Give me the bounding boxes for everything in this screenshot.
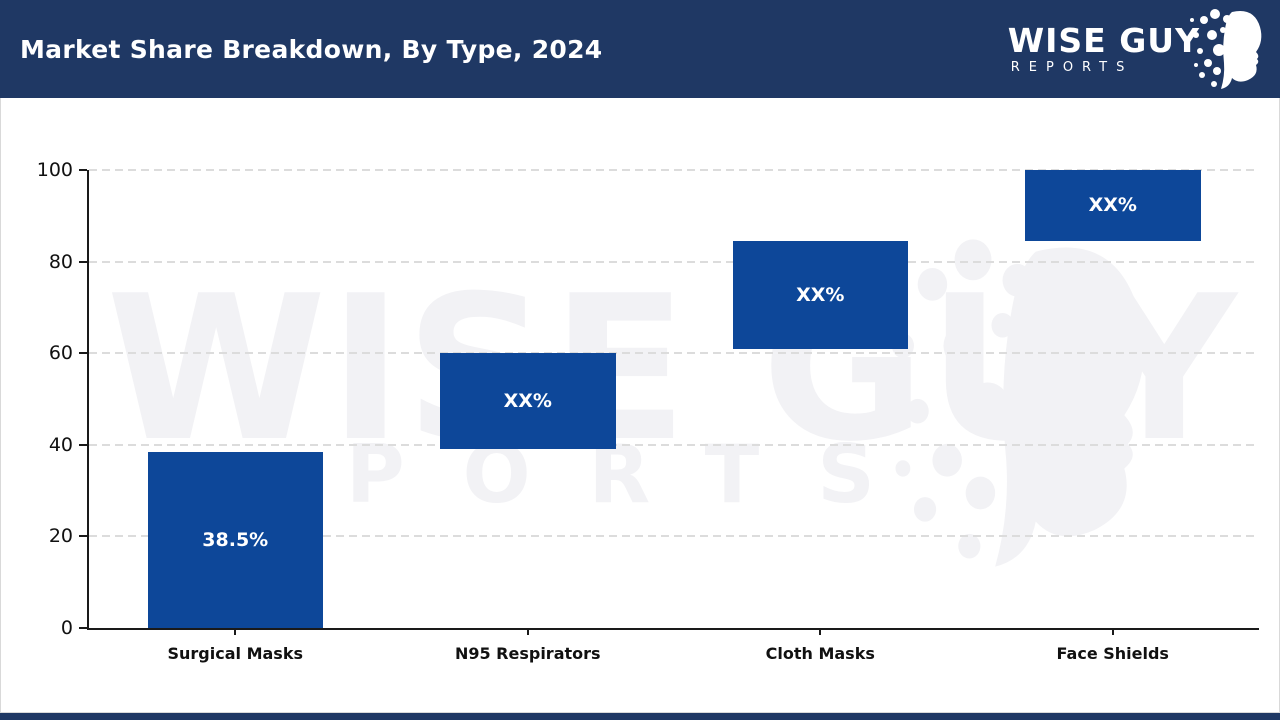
logo-wordmark: WISE GUY — [1007, 20, 1200, 60]
page-title: Market Share Breakdown, By Type, 2024 — [20, 34, 603, 64]
bar: XX% — [732, 240, 908, 349]
x-tick-label: Surgical Masks — [167, 644, 303, 663]
y-tick-label: 80 — [48, 250, 73, 273]
footer-divider — [0, 712, 1280, 713]
gridline — [89, 260, 1259, 263]
y-tick-label: 100 — [36, 159, 73, 181]
header: Market Share Breakdown, By Type, 2024 WI… — [0, 0, 1280, 98]
bar-value-label: XX% — [503, 390, 552, 413]
y-tick-label: 20 — [48, 525, 73, 548]
y-tick-mark — [79, 169, 87, 171]
y-tick-label: 0 — [60, 617, 73, 639]
y-tick-label: 40 — [48, 433, 73, 456]
bar-value-label: XX% — [1088, 194, 1137, 217]
y-tick-mark — [79, 443, 87, 446]
logo-subtitle: REPORTS — [1010, 59, 1134, 75]
x-axis-line — [87, 628, 1259, 630]
x-tick-mark — [234, 628, 237, 635]
plot: 0 20 40 60 80 100 38.5% Surgical Masks XX% N95 Re… — [37, 159, 1259, 663]
x-tick-label: Face Shields — [1056, 644, 1169, 663]
bar: 38.5% — [147, 451, 323, 628]
y-axis-line — [87, 170, 89, 630]
y-tick-mark — [79, 260, 87, 263]
y-tick-mark — [79, 535, 87, 538]
bar: XX% — [440, 353, 616, 450]
wiseguy-logo: WISE GUY REPORTS — [1008, 3, 1270, 95]
gridline — [89, 169, 1259, 171]
x-tick-label: Cloth Masks — [765, 644, 875, 663]
bar-value-label: 38.5% — [202, 528, 269, 551]
gridline — [89, 443, 1259, 446]
x-tick-mark — [1111, 628, 1114, 635]
x-tick-mark — [819, 628, 822, 635]
gridline — [89, 352, 1259, 355]
bar-value-label: XX% — [796, 283, 845, 306]
watermark-head-icon — [880, 239, 1145, 567]
y-tick-label: 60 — [48, 342, 73, 365]
bar: XX% — [1025, 170, 1201, 241]
chart-area: WISE GUY PORTS 0 20 40 60 80 100 38.5% Surgical… — [0, 98, 1280, 712]
footer-bar — [0, 713, 1280, 720]
logo-face-icon — [1190, 9, 1262, 89]
gridline — [89, 535, 1259, 538]
y-tick-mark — [79, 627, 87, 629]
logo-text: WISE GUY REPORTS — [1008, 24, 1200, 75]
y-tick-mark — [79, 352, 87, 355]
x-tick-mark — [526, 628, 529, 635]
x-tick-label: N95 Respirators — [454, 644, 601, 663]
